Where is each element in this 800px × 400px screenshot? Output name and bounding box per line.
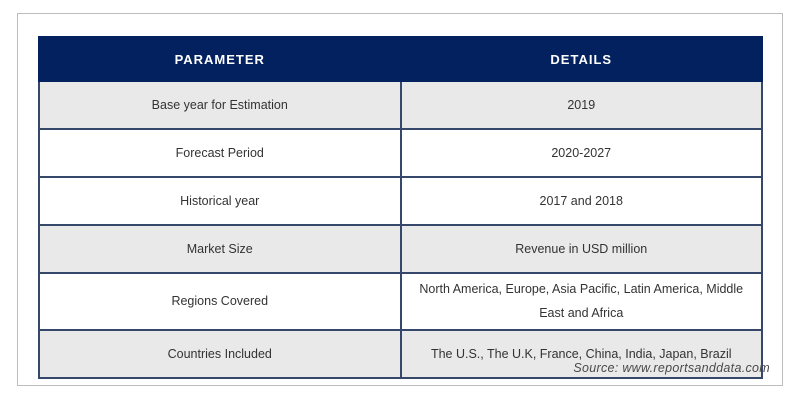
table-row: Market Size Revenue in USD million: [38, 224, 763, 274]
details-cell: 2020-2027: [399, 128, 763, 178]
table-header: PARAMETER DETAILS: [38, 36, 763, 82]
details-cell: Revenue in USD million: [399, 224, 763, 274]
parameter-cell: Forecast Period: [38, 128, 402, 178]
column-header-parameter: PARAMETER: [38, 36, 402, 82]
parameter-cell: Regions Covered: [38, 272, 402, 331]
details-cell: 2019: [399, 80, 763, 130]
details-cell: North America, Europe, Asia Pacific, Lat…: [399, 272, 763, 331]
report-scope-table: PARAMETER DETAILS Base year for Estimati…: [38, 36, 763, 379]
report-scope-card: PARAMETER DETAILS Base year for Estimati…: [17, 13, 783, 386]
table-body: Base year for Estimation 2019 Forecast Per…: [38, 80, 763, 379]
table-row: Countries Included The U.S., The U.K, Fra…: [38, 328, 763, 379]
table-row: Regions Covered North America, Europe, As…: [38, 272, 763, 331]
table-row: Forecast Period 2020-2027: [38, 128, 763, 178]
table-row: Historical year 2017 and 2018: [38, 176, 763, 226]
parameter-cell: Countries Included: [38, 328, 402, 379]
parameter-cell: Base year for Estimation: [38, 80, 402, 130]
details-cell: The U.S., The U.K, France, China, India,…: [399, 328, 763, 379]
parameter-cell: Market Size: [38, 224, 402, 274]
column-header-details: DETAILS: [399, 36, 763, 82]
header-row: PARAMETER DETAILS: [38, 36, 763, 82]
parameter-cell: Historical year: [38, 176, 402, 226]
details-cell: 2017 and 2018: [399, 176, 763, 226]
source-attribution: Source: www.reportsanddata.com: [573, 361, 770, 375]
table-row: Base year for Estimation 2019: [38, 80, 763, 130]
